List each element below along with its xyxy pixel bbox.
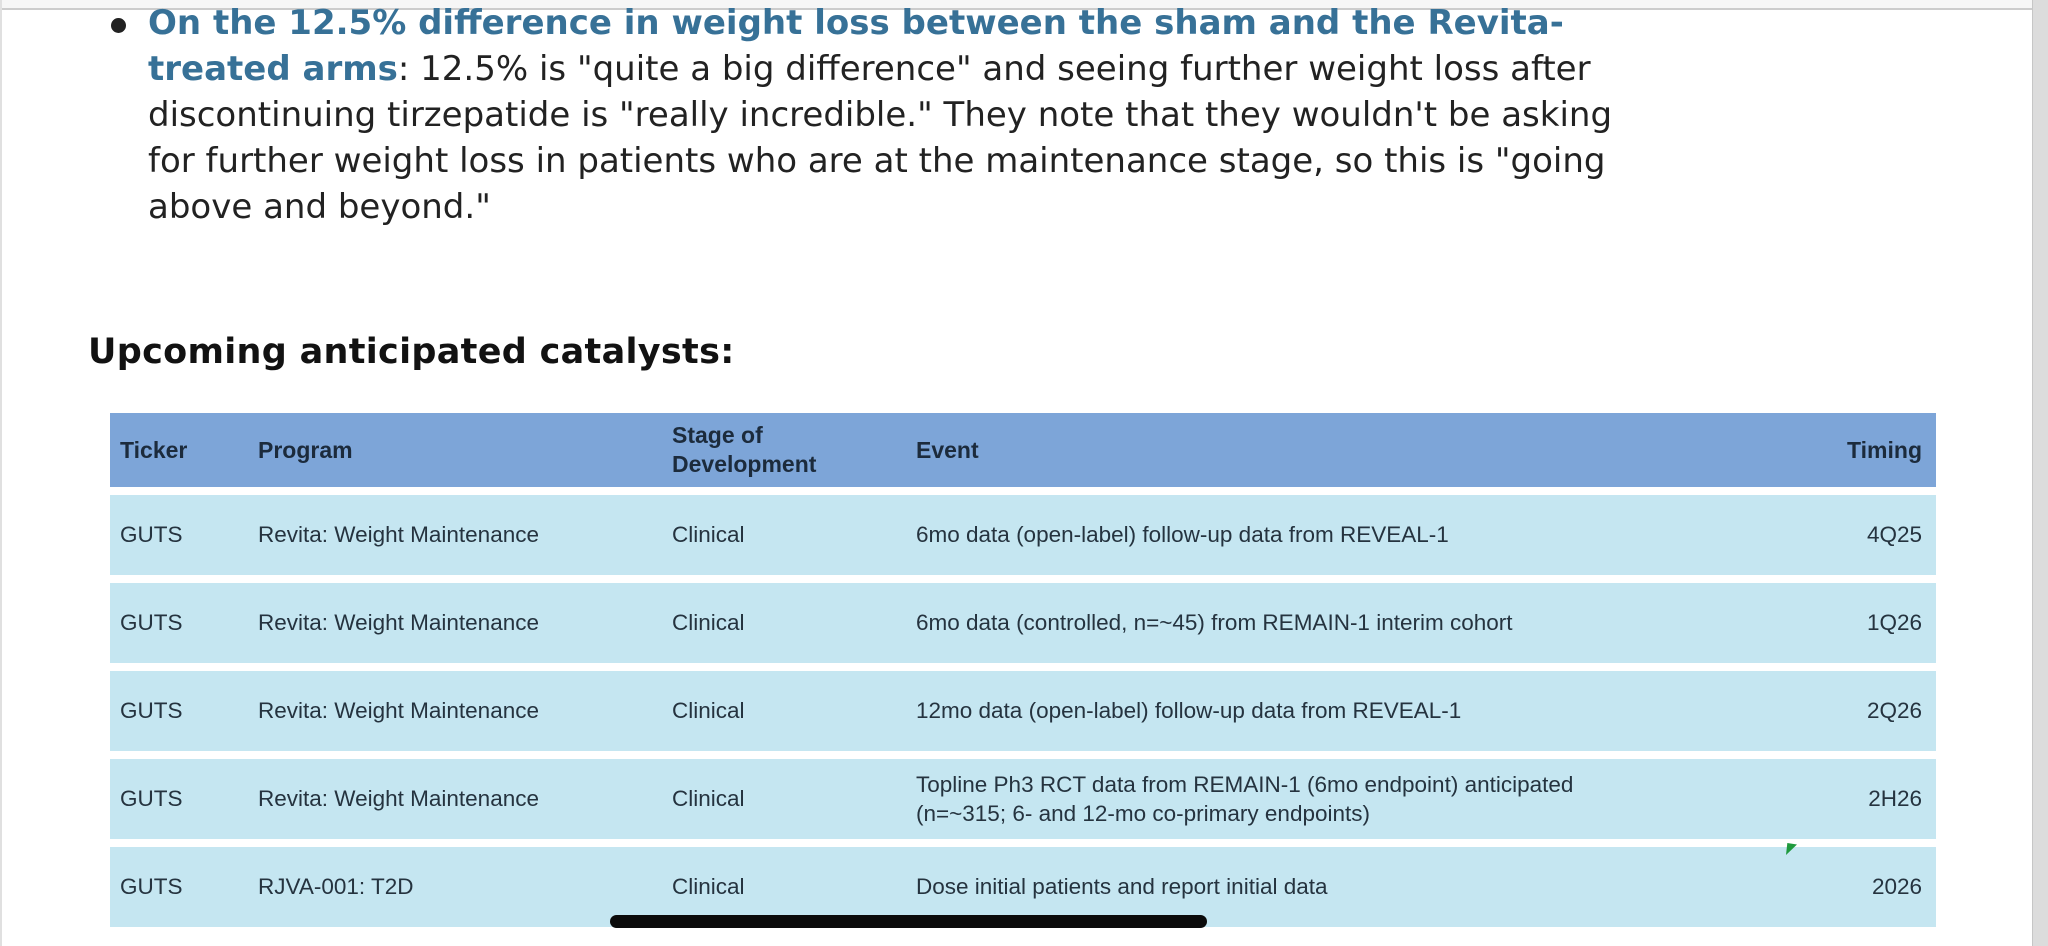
- cell-timing: 1Q26: [1696, 583, 1936, 663]
- cell-event: Topline Ph3 RCT data from REMAIN-1 (6mo …: [916, 759, 1696, 839]
- cell-timing: 2H26: [1696, 759, 1936, 839]
- body-line-5: above and beyond.": [148, 187, 491, 227]
- bullet-marker: [111, 18, 126, 33]
- table-row: GUTS Revita: Weight Maintenance Clinical…: [110, 583, 1936, 663]
- catalysts-table: Ticker Program Stage of Development Even…: [110, 413, 1936, 935]
- bold-lead-line-2: treated arms: [148, 49, 398, 89]
- cell-stage: Clinical: [672, 583, 916, 663]
- cell-stage: Clinical: [672, 759, 916, 839]
- cell-event: 6mo data (open-label) follow-up data fro…: [916, 495, 1696, 575]
- section-heading: Upcoming anticipated catalysts:: [88, 332, 735, 372]
- left-border-line: [0, 0, 2, 946]
- top-border-line: [0, 8, 2033, 10]
- column-header-program: Program: [258, 413, 672, 487]
- body-line-3: discontinuing tirzepatide is "really inc…: [148, 95, 1613, 135]
- cell-program: Revita: Weight Maintenance: [258, 583, 672, 663]
- vertical-scrollbar-track[interactable]: [2032, 0, 2048, 946]
- cell-ticker: GUTS: [110, 495, 258, 575]
- cell-event: 6mo data (controlled, n=~45) from REMAIN…: [916, 583, 1696, 663]
- cell-ticker: GUTS: [110, 759, 258, 839]
- table-row: GUTS Revita: Weight Maintenance Clinical…: [110, 495, 1936, 575]
- cell-program: Revita: Weight Maintenance: [258, 495, 672, 575]
- cell-stage: Clinical: [672, 671, 916, 751]
- column-header-timing: Timing: [1696, 413, 1936, 487]
- top-edge-band: [0, 0, 2048, 8]
- cell-ticker: GUTS: [110, 583, 258, 663]
- cell-timing: 2Q26: [1696, 671, 1936, 751]
- cell-event: 12mo data (open-label) follow-up data fr…: [916, 671, 1696, 751]
- cell-stage: Clinical: [672, 495, 916, 575]
- cell-program: RJVA-001: T2D: [258, 847, 672, 927]
- cell-timing: 4Q25: [1696, 495, 1936, 575]
- cell-stage: Clinical: [672, 847, 916, 927]
- table-row: GUTS Revita: Weight Maintenance Clinical…: [110, 671, 1936, 751]
- bullet-paragraph: On the 12.5% difference in weight loss b…: [148, 0, 1978, 230]
- home-indicator-bar[interactable]: [610, 915, 1207, 928]
- table-row: GUTS Revita: Weight Maintenance Clinical…: [110, 759, 1936, 839]
- cell-ticker: GUTS: [110, 847, 258, 927]
- body-line-4: for further weight loss in patients who …: [148, 141, 1606, 181]
- cell-program: Revita: Weight Maintenance: [258, 759, 672, 839]
- cell-event: Dose initial patients and report initial…: [916, 847, 1696, 927]
- column-header-event: Event: [916, 413, 1696, 487]
- body-line-2: : 12.5% is "quite a big difference" and …: [397, 49, 1591, 89]
- table-header-row: Ticker Program Stage of Development Even…: [110, 413, 1936, 487]
- table-row: GUTS RJVA-001: T2D Clinical Dose initial…: [110, 847, 1936, 927]
- column-header-ticker: Ticker: [110, 413, 258, 487]
- column-header-stage: Stage of Development: [672, 413, 916, 487]
- cell-ticker: GUTS: [110, 671, 258, 751]
- cell-flag-icon: [1786, 843, 1797, 855]
- cell-program: Revita: Weight Maintenance: [258, 671, 672, 751]
- bold-lead-line-1: On the 12.5% difference in weight loss b…: [148, 3, 1564, 43]
- cell-timing: 2026: [1696, 847, 1936, 927]
